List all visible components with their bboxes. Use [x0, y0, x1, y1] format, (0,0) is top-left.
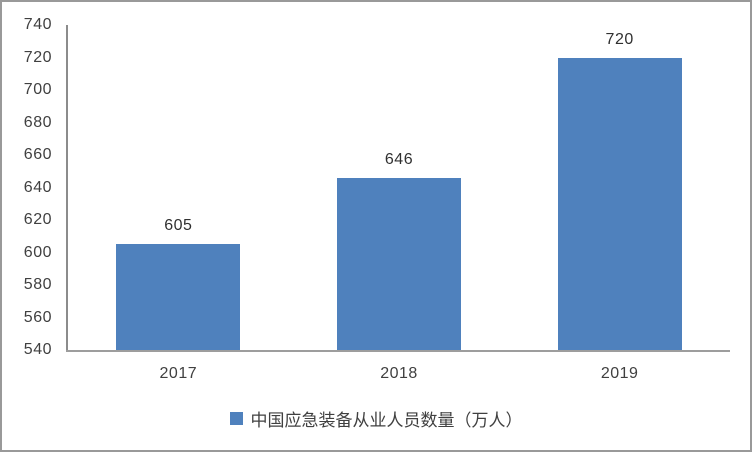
data-label: 646 — [384, 150, 414, 168]
y-tick-label: 560 — [23, 308, 52, 326]
y-tick-label: 680 — [23, 113, 52, 131]
y-tick-label: 600 — [23, 243, 52, 261]
y-tick-label: 540 — [23, 341, 52, 358]
y-tick-label: 660 — [23, 146, 52, 163]
data-label: 605 — [164, 217, 193, 235]
legend-swatch — [229, 412, 243, 425]
y-tick-label: 640 — [23, 178, 52, 196]
y-axis-line — [66, 25, 68, 352]
legend-label: 中国应急装备从业人员数量（万人） — [250, 411, 523, 430]
x-axis-label: 2018 — [380, 365, 418, 382]
y-tick-label: 620 — [23, 211, 52, 228]
y-tick-label: 700 — [23, 81, 52, 98]
x-axis-label: 2017 — [159, 365, 198, 382]
y-tick-label: 740 — [23, 16, 52, 33]
data-label: 720 — [605, 30, 634, 48]
y-tick-label: 720 — [23, 48, 52, 66]
bar-2017 — [116, 244, 241, 350]
y-tick-label: 580 — [23, 276, 52, 293]
x-axis-line — [66, 350, 730, 352]
bar-2018 — [337, 177, 461, 350]
legend: 中国应急装备从业人员数量（万人） — [2, 406, 750, 431]
bar-2019 — [557, 57, 682, 350]
x-axis-label: 2019 — [600, 365, 639, 382]
